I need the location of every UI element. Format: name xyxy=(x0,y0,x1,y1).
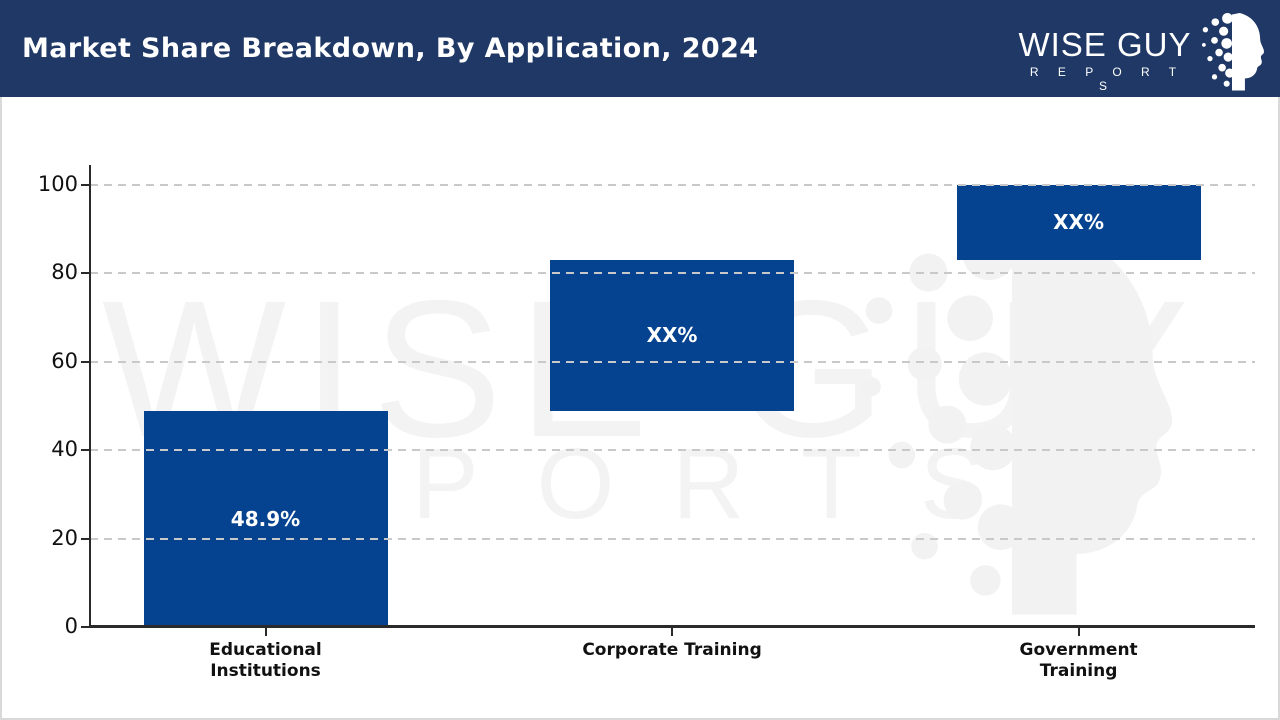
bar-value-label: 48.9% xyxy=(230,506,301,531)
watermark-head-icon xyxy=(861,227,1173,615)
logo-tagline: R E P O R T S xyxy=(1029,65,1185,93)
gridline-20 xyxy=(90,537,1255,540)
y-tick-label-80: 80 xyxy=(51,260,78,284)
y-tick-mark-100 xyxy=(81,183,89,186)
category-label: Educational Institutions xyxy=(209,640,322,681)
y-tick-label-0: 0 xyxy=(64,614,78,638)
x-tick-mark-0 xyxy=(264,628,267,636)
bar-1: XX% xyxy=(550,259,795,411)
gridline-80 xyxy=(90,272,1255,274)
category-label: Government Training xyxy=(1019,640,1138,681)
y-tick-label-20: 20 xyxy=(51,525,78,550)
x-axis-spine xyxy=(89,625,1255,628)
logo-head-icon xyxy=(1201,13,1265,91)
bar-value-label: XX% xyxy=(1053,210,1105,235)
y-tick-mark-20 xyxy=(81,537,89,540)
y-tick-mark-80 xyxy=(81,272,89,274)
logo-name: WISE GUY xyxy=(1018,26,1192,63)
y-tick-label-60: 60 xyxy=(51,348,78,373)
y-tick-mark-40 xyxy=(81,449,89,451)
category-label: Corporate Training xyxy=(582,640,762,660)
logo-text: WISE GUY R E P O R T S xyxy=(1016,26,1194,93)
header: Market Share Breakdown, By Application, … xyxy=(0,0,1280,97)
gridline-100 xyxy=(90,183,1255,186)
y-tick-mark-0 xyxy=(81,626,89,628)
page-title: Market Share Breakdown, By Application, … xyxy=(22,33,759,64)
bar-2: XX% xyxy=(956,184,1201,260)
x-tick-mark-2 xyxy=(1077,628,1080,636)
gridline-60 xyxy=(90,360,1255,363)
bar-0: 48.9% xyxy=(143,410,388,627)
y-tick-label-40: 40 xyxy=(51,437,78,461)
y-axis-spine xyxy=(89,165,91,628)
x-tick-mark-1 xyxy=(671,628,674,636)
bar-value-label: XX% xyxy=(646,323,698,348)
market-share-chart: WISE GUY REPORTS 0 20 40 60 80 100 48.9% Educat… xyxy=(2,97,1278,716)
y-tick-mark-60 xyxy=(81,360,89,363)
y-tick-label-100: 100 xyxy=(37,171,78,196)
gridline-40 xyxy=(90,449,1255,451)
wiseguy-logo: WISE GUY R E P O R T S xyxy=(1016,4,1266,94)
